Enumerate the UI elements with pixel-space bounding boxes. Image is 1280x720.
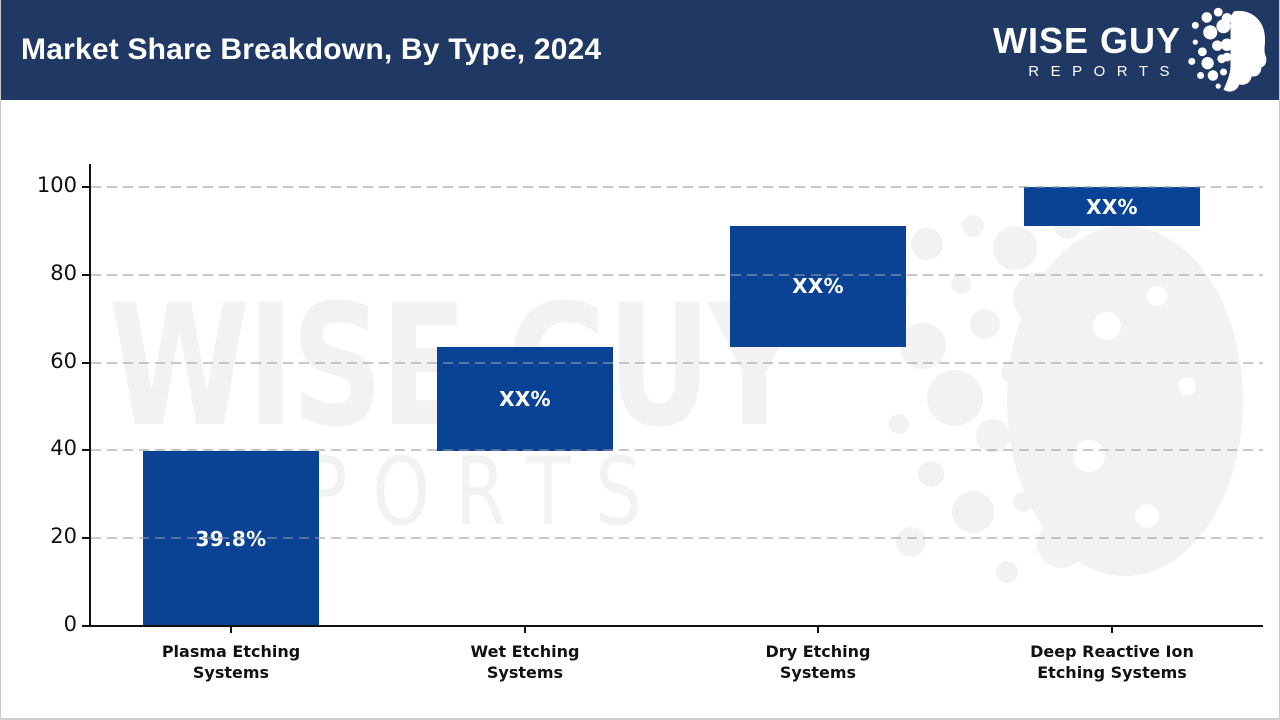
bar-wet-etching-systems: XX% — [437, 346, 613, 452]
bar-dry-etching-systems: XX% — [730, 226, 906, 347]
y-tick-mark — [82, 449, 90, 452]
x-category-label-line: Systems — [192, 663, 270, 682]
y-tick-mark — [82, 361, 90, 364]
brand-subtitle: REPORTS — [1028, 63, 1181, 80]
x-tick-mark — [230, 627, 232, 633]
x-category-label-line: Systems — [486, 663, 564, 682]
bar-deep-reactive-ion-etching-systems: XX% — [1024, 187, 1200, 227]
brand-name: WISE GUY — [992, 20, 1181, 61]
x-axis-line — [89, 625, 1263, 627]
x-tick-mark — [817, 627, 819, 633]
gridline-60 — [91, 361, 1263, 364]
x-category-label: Deep Reactive Ion Etching Systems — [982, 641, 1242, 683]
y-tick-mark — [82, 537, 90, 540]
y-tick-mark — [82, 186, 90, 188]
bar-value-label: XX% — [499, 387, 551, 412]
gridline-40 — [91, 449, 1263, 452]
x-category-label: Plasma Etching Systems — [101, 641, 361, 683]
page-title: Market Share Breakdown, By Type, 2024 — [21, 33, 602, 66]
x-tick-mark — [1111, 627, 1113, 633]
brand-logo: WISE GUY REPORTS — [993, 6, 1271, 94]
bar-value-label: XX% — [1086, 194, 1138, 219]
gridline-80 — [91, 273, 1263, 276]
gridline-20 — [91, 537, 1263, 540]
x-category-label-line: Dry Etching — [765, 642, 871, 661]
x-category-label-line: Wet Etching — [470, 642, 580, 661]
brand-head-icon — [1188, 7, 1267, 92]
x-category-label-line: Systems — [779, 663, 857, 682]
x-category-label: Wet Etching Systems — [395, 641, 655, 683]
x-category-label: Dry Etching Systems — [688, 641, 948, 683]
y-tick-label: 80 — [50, 260, 77, 285]
x-category-label-line: Plasma Etching — [161, 642, 301, 661]
header-bar: Market Share Breakdown, By Type, 2024 WI… — [1, 0, 1279, 100]
bar-value-label: XX% — [792, 274, 844, 299]
y-tick-mark — [82, 625, 90, 627]
x-category-label-line: Deep Reactive Ion — [1030, 642, 1194, 661]
brand-logo-text: WISE GUY REPORTS — [992, 20, 1181, 81]
y-tick-label: 60 — [50, 348, 77, 373]
gridline-100 — [91, 186, 1263, 188]
y-tick-label: 40 — [50, 436, 77, 461]
y-tick-label: 20 — [50, 524, 77, 549]
y-tick-label: 100 — [36, 173, 77, 197]
y-axis-line — [89, 164, 91, 627]
x-tick-mark — [524, 627, 526, 633]
x-category-label-line: Etching Systems — [1037, 663, 1187, 682]
y-tick-mark — [82, 273, 90, 276]
y-tick-label: 0 — [63, 612, 77, 636]
